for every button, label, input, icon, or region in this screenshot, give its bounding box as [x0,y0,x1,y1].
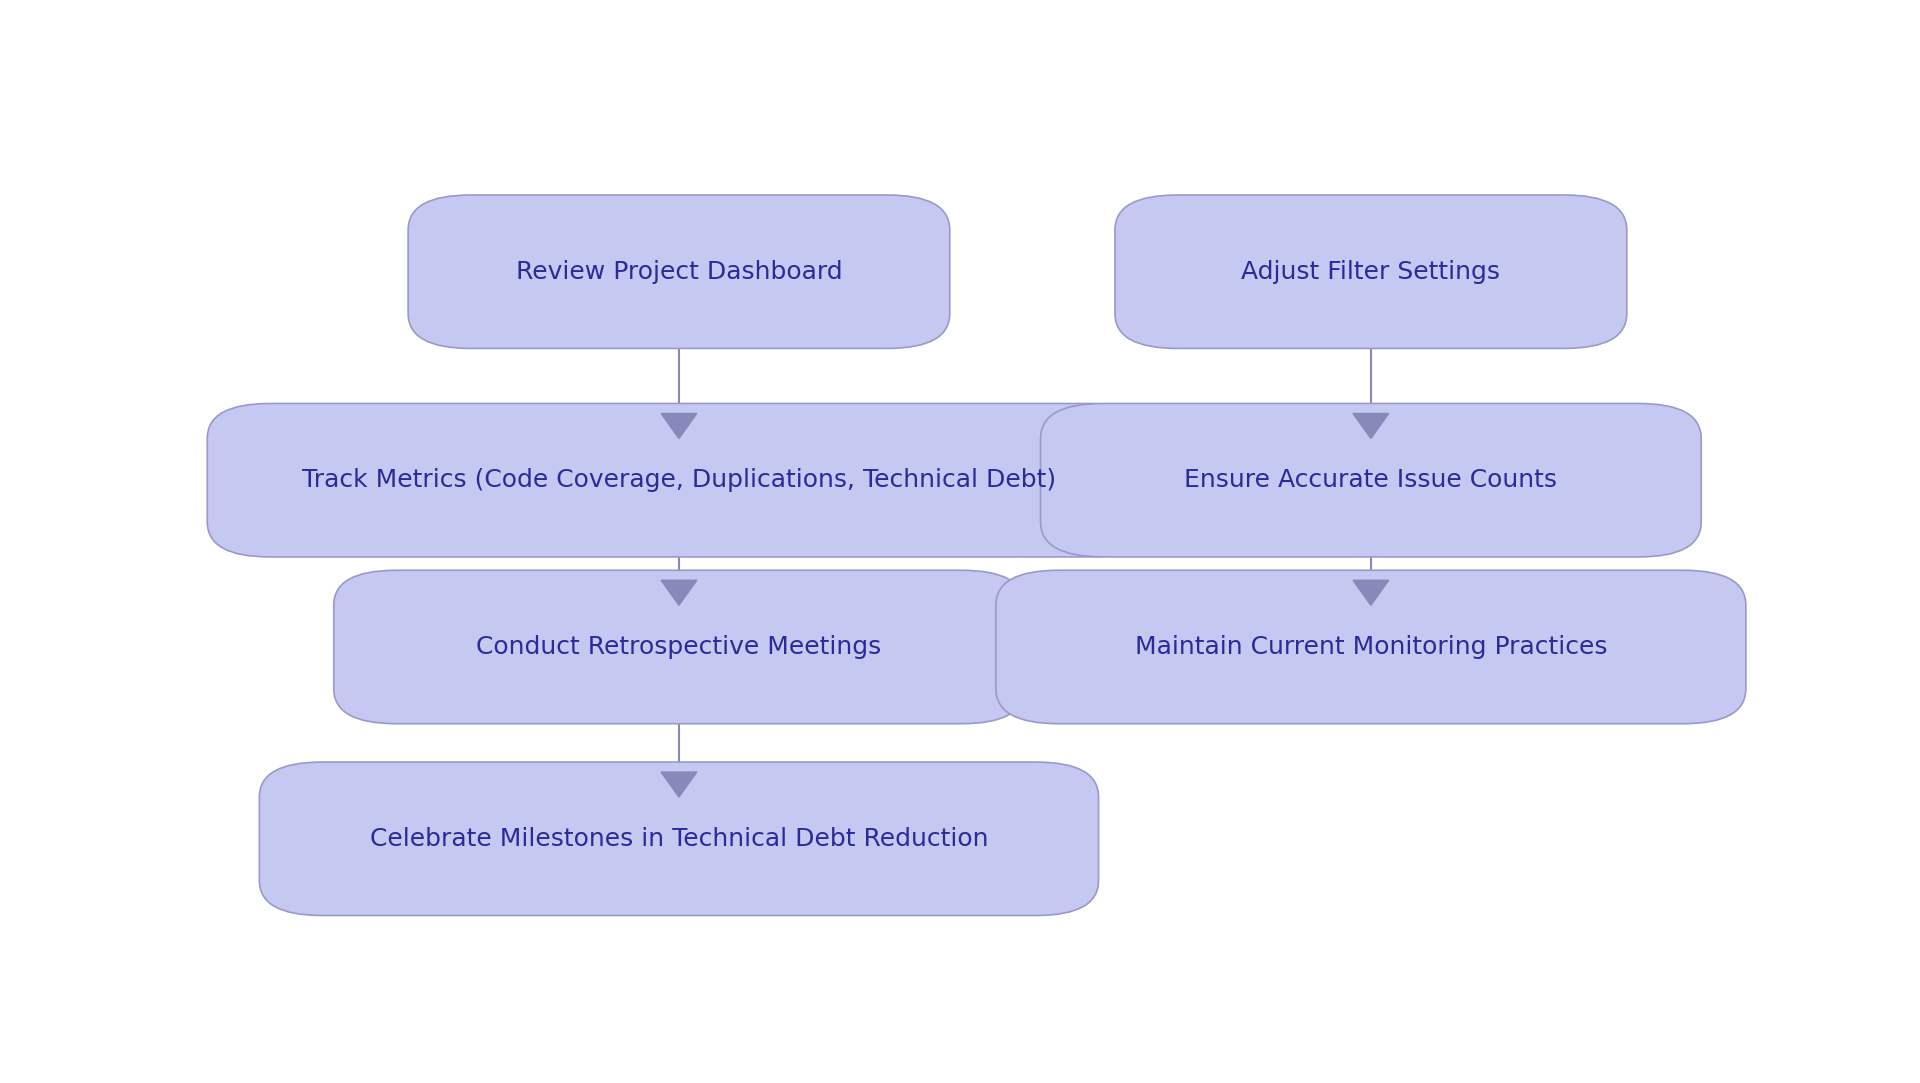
FancyBboxPatch shape [259,762,1098,915]
Text: Track Metrics (Code Coverage, Duplications, Technical Debt): Track Metrics (Code Coverage, Duplicatio… [301,468,1056,492]
Text: Adjust Filter Settings: Adjust Filter Settings [1242,260,1500,284]
Text: Maintain Current Monitoring Practices: Maintain Current Monitoring Practices [1135,635,1607,658]
Text: Celebrate Milestones in Technical Debt Reduction: Celebrate Milestones in Technical Debt R… [371,826,989,851]
Polygon shape [660,414,697,439]
Polygon shape [1354,414,1388,439]
FancyBboxPatch shape [207,404,1150,557]
FancyBboxPatch shape [1116,195,1626,349]
Polygon shape [660,580,697,605]
Polygon shape [660,772,697,797]
Text: Conduct Retrospective Meetings: Conduct Retrospective Meetings [476,635,881,658]
FancyBboxPatch shape [409,195,950,349]
FancyBboxPatch shape [1041,404,1701,557]
Polygon shape [1354,580,1388,605]
Text: Ensure Accurate Issue Counts: Ensure Accurate Issue Counts [1185,468,1557,492]
FancyBboxPatch shape [334,571,1023,723]
FancyBboxPatch shape [996,571,1745,723]
Text: Review Project Dashboard: Review Project Dashboard [516,260,843,284]
